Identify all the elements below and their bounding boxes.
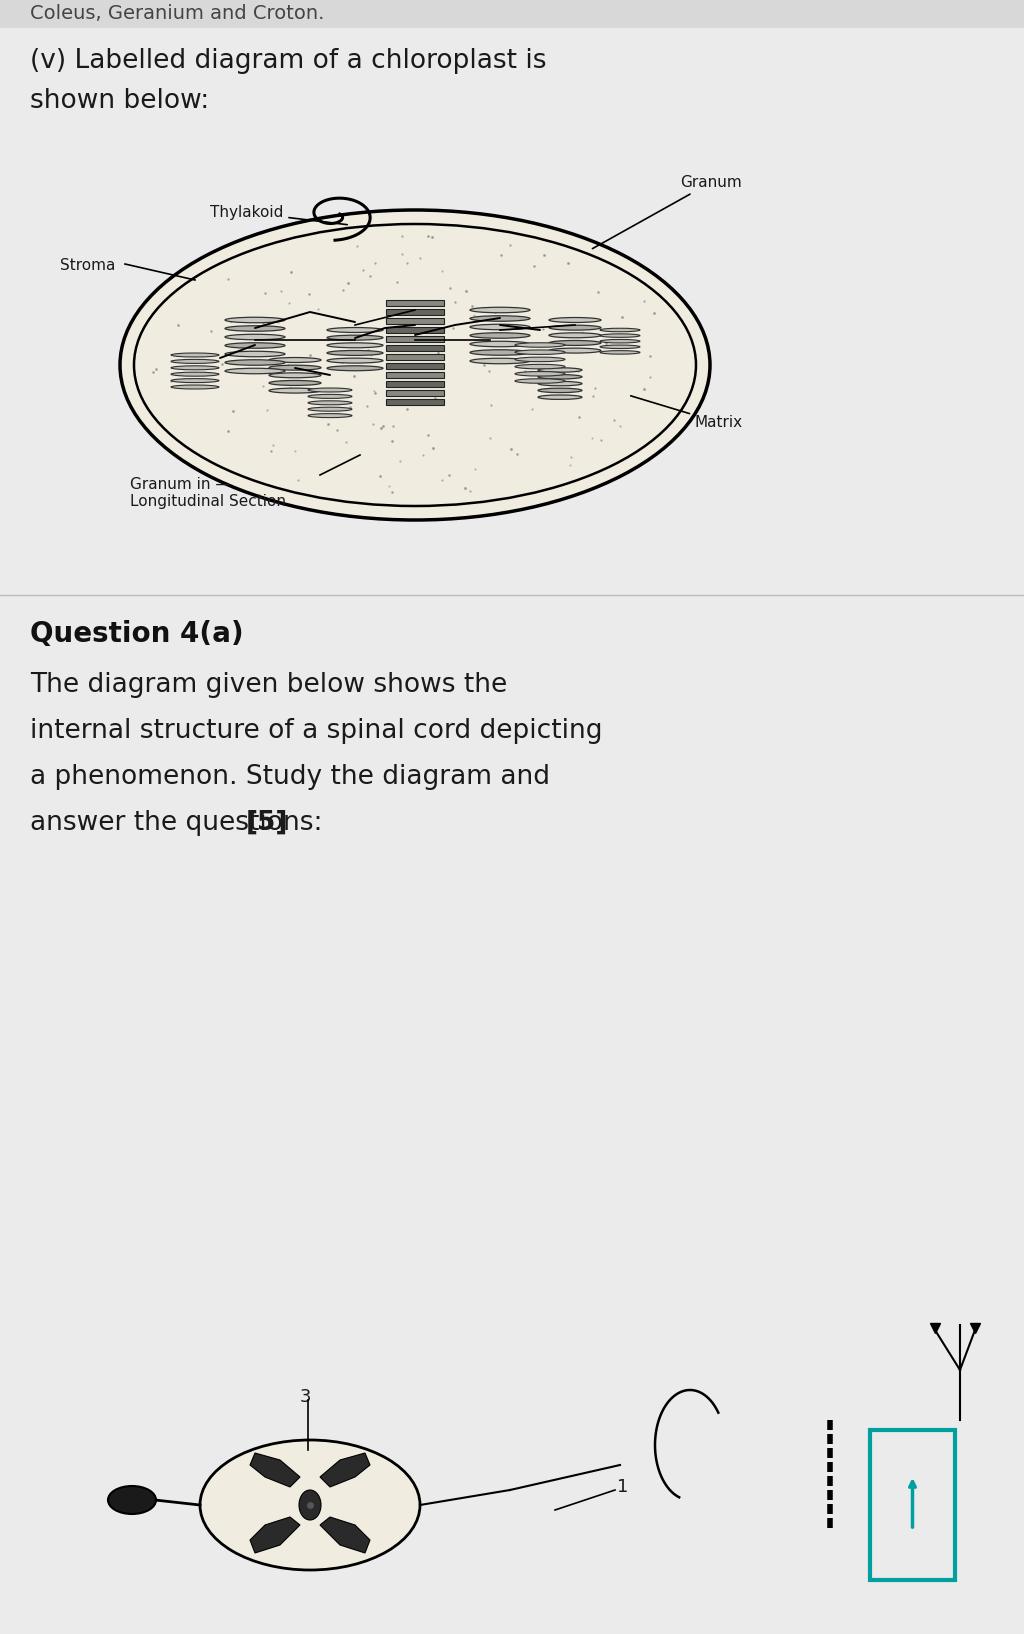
Ellipse shape: [327, 350, 383, 356]
Ellipse shape: [225, 317, 285, 324]
Text: Granum in —: Granum in —: [130, 477, 230, 492]
Bar: [386, 309, 444, 315]
Ellipse shape: [470, 342, 530, 346]
Ellipse shape: [269, 373, 321, 377]
Ellipse shape: [515, 371, 565, 376]
Polygon shape: [250, 1453, 300, 1487]
Text: Thylakoid: Thylakoid: [210, 204, 347, 224]
Ellipse shape: [327, 343, 383, 348]
Ellipse shape: [470, 315, 530, 322]
Ellipse shape: [225, 325, 285, 332]
Text: 3: 3: [300, 1387, 311, 1405]
Bar: [386, 381, 444, 387]
Ellipse shape: [600, 328, 640, 332]
Ellipse shape: [200, 1440, 420, 1570]
Ellipse shape: [538, 381, 582, 386]
Ellipse shape: [171, 353, 219, 356]
Polygon shape: [319, 1453, 370, 1487]
Ellipse shape: [225, 368, 285, 374]
Bar: [386, 355, 444, 361]
Ellipse shape: [225, 351, 285, 356]
Text: 1: 1: [617, 1479, 629, 1497]
Text: a phenomenon. Study the diagram and: a phenomenon. Study the diagram and: [30, 765, 550, 789]
Bar: [870, 1430, 955, 1580]
Ellipse shape: [225, 359, 285, 366]
Ellipse shape: [549, 348, 601, 353]
Ellipse shape: [171, 373, 219, 376]
Ellipse shape: [308, 387, 352, 392]
Bar: [386, 399, 444, 405]
Ellipse shape: [327, 358, 383, 363]
Ellipse shape: [515, 364, 565, 369]
Ellipse shape: [108, 1485, 156, 1515]
Ellipse shape: [515, 343, 565, 348]
Text: Coleus, Geranium and Croton.: Coleus, Geranium and Croton.: [30, 3, 325, 23]
Polygon shape: [250, 1516, 300, 1552]
Ellipse shape: [600, 351, 640, 355]
Ellipse shape: [171, 379, 219, 382]
Ellipse shape: [120, 211, 710, 520]
Text: Granum: Granum: [593, 175, 741, 248]
Ellipse shape: [470, 358, 530, 364]
Ellipse shape: [225, 343, 285, 348]
Ellipse shape: [308, 400, 352, 405]
Bar: [386, 319, 444, 324]
Text: (v) Labelled diagram of a chloroplast is: (v) Labelled diagram of a chloroplast is: [30, 47, 547, 74]
Ellipse shape: [549, 325, 601, 330]
Ellipse shape: [308, 413, 352, 418]
Bar: [386, 301, 444, 306]
Polygon shape: [319, 1516, 370, 1552]
Text: Stroma: Stroma: [60, 258, 116, 273]
Ellipse shape: [171, 386, 219, 389]
Text: Longitudinal Section: Longitudinal Section: [130, 493, 286, 510]
Ellipse shape: [549, 317, 601, 322]
Ellipse shape: [470, 350, 530, 355]
Ellipse shape: [225, 335, 285, 340]
Ellipse shape: [470, 333, 530, 338]
Ellipse shape: [327, 327, 383, 332]
Ellipse shape: [538, 368, 582, 373]
Text: [5]: [5]: [246, 810, 288, 837]
FancyBboxPatch shape: [0, 0, 1024, 28]
Ellipse shape: [171, 359, 219, 363]
Ellipse shape: [515, 379, 565, 384]
Ellipse shape: [470, 307, 530, 312]
Ellipse shape: [549, 333, 601, 338]
Ellipse shape: [269, 389, 321, 394]
Ellipse shape: [538, 389, 582, 392]
Ellipse shape: [549, 340, 601, 345]
Text: answer the questions:: answer the questions:: [30, 810, 331, 837]
Bar: [386, 363, 444, 369]
Ellipse shape: [515, 358, 565, 361]
Ellipse shape: [538, 374, 582, 379]
Ellipse shape: [538, 395, 582, 399]
Ellipse shape: [600, 333, 640, 337]
Text: Matrix: Matrix: [631, 395, 743, 430]
Ellipse shape: [171, 366, 219, 369]
Bar: [386, 327, 444, 333]
Ellipse shape: [308, 394, 352, 399]
Text: internal structure of a spinal cord depicting: internal structure of a spinal cord depi…: [30, 717, 602, 743]
Bar: [386, 345, 444, 351]
Ellipse shape: [470, 324, 530, 330]
Ellipse shape: [269, 381, 321, 386]
Bar: [386, 373, 444, 379]
Text: Question 4(a): Question 4(a): [30, 619, 244, 649]
Ellipse shape: [327, 335, 383, 340]
Ellipse shape: [600, 345, 640, 348]
Ellipse shape: [515, 350, 565, 355]
Text: The diagram given below shows the: The diagram given below shows the: [30, 672, 507, 698]
Text: shown below:: shown below:: [30, 88, 209, 114]
Bar: [386, 391, 444, 397]
Ellipse shape: [600, 340, 640, 343]
Ellipse shape: [327, 366, 383, 371]
Ellipse shape: [269, 358, 321, 363]
Bar: [386, 337, 444, 342]
Ellipse shape: [299, 1490, 321, 1520]
Ellipse shape: [308, 407, 352, 412]
Ellipse shape: [269, 364, 321, 371]
